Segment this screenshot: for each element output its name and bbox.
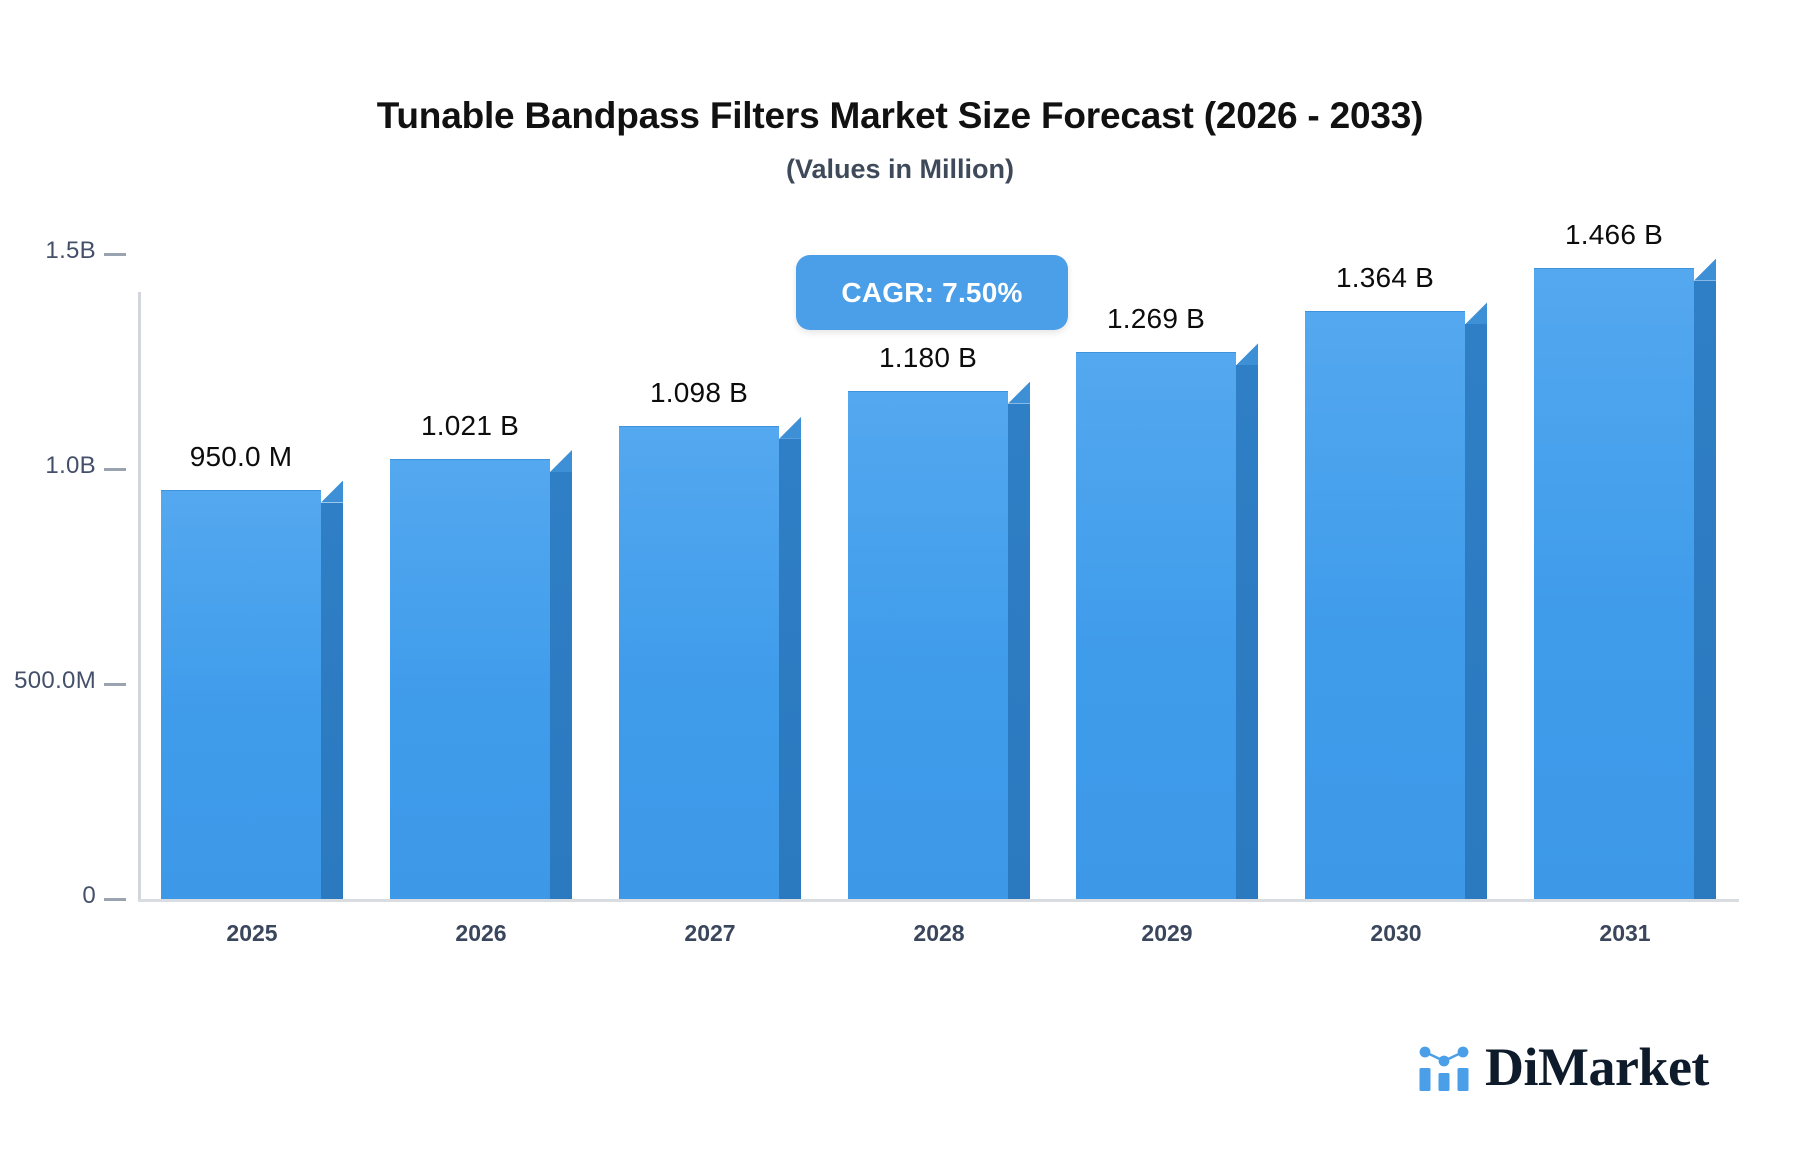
bar-chart-dots-icon — [1419, 1046, 1469, 1091]
bar-value-label: 1.021 B — [421, 409, 519, 441]
x-axis-category-label: 2029 — [1141, 920, 1193, 946]
page-title: Tunable Bandpass Filters Market Size For… — [376, 95, 1424, 136]
chart-subtitle: (Values in Million) — [785, 153, 1015, 184]
y-axis-line — [138, 292, 141, 902]
bar-value-label: 1.180 B — [879, 341, 977, 373]
bar-3d-side — [779, 438, 801, 899]
x-axis-category-label: 2031 — [1599, 920, 1651, 946]
bar-3d-top — [1236, 343, 1258, 366]
x-axis-category-label: 2028 — [913, 920, 965, 946]
chart-header: Tunable Bandpass Filters Market Size For… — [0, 95, 1800, 184]
bar-value-label: 1.364 B — [1336, 262, 1434, 294]
bar-front-face — [1534, 267, 1694, 899]
bar-3d-body — [1305, 302, 1487, 899]
x-axis-category-label: 2030 — [1370, 920, 1422, 946]
bar-3d-body — [1534, 258, 1716, 899]
cagr-badge-label: CAGR: 7.50% — [841, 276, 1023, 308]
bar-3d-body — [619, 416, 801, 899]
y-axis-tick-label: 500.0M — [14, 667, 96, 694]
bar-3d-body — [848, 381, 1030, 899]
bar-value-label: 1.098 B — [650, 376, 748, 408]
brand-logo-text: DiMarket — [1485, 1037, 1709, 1097]
bar-3d-side — [1008, 403, 1030, 899]
bar-column[interactable]: 1.364 B 2030 — [1305, 0, 1487, 1156]
y-axis-tick-mark — [104, 683, 126, 686]
y-axis-tick-mark — [104, 253, 126, 256]
bar-column[interactable]: 1.269 B 2029 — [1076, 0, 1258, 1156]
bar-3d-side — [1694, 280, 1716, 899]
y-axis-tick-label: 1.5B — [45, 237, 96, 264]
bar-column[interactable]: 1.098 B 2027 — [619, 0, 801, 1156]
bar-value-label: 1.466 B — [1565, 218, 1663, 250]
bar-column[interactable]: 950.0 M 2025 — [161, 0, 343, 1156]
bar-3d-top — [1694, 258, 1716, 281]
bar-3d-side — [1236, 365, 1258, 899]
y-axis-tick-label: 0 — [82, 882, 96, 909]
bar-3d-body — [1076, 343, 1258, 899]
bar-column[interactable]: 1.021 B 2026 — [390, 0, 572, 1156]
bar-front-face — [619, 425, 779, 899]
bar-front-face — [1076, 352, 1236, 899]
cagr-badge: CAGR: 7.50% — [796, 255, 1068, 330]
bar-3d-body — [390, 449, 572, 899]
bar-front-face — [161, 489, 321, 899]
bar-column[interactable]: 1.466 B 2031 — [1534, 0, 1716, 1156]
bar-value-label: 950.0 M — [189, 440, 293, 472]
bar-3d-side — [321, 502, 343, 899]
bar-front-face — [1305, 311, 1465, 899]
bar-3d-top — [779, 416, 801, 439]
x-axis-category-label: 2026 — [455, 920, 507, 946]
bar-3d-top — [550, 449, 572, 472]
brand-logo: DiMarket — [1417, 1040, 1709, 1094]
bar-value-label: 1.269 B — [1107, 303, 1205, 335]
bar-3d-top — [1008, 381, 1030, 404]
bar-3d-top — [1465, 302, 1487, 325]
y-axis-tick-mark — [104, 898, 126, 901]
x-axis-category-label: 2025 — [226, 920, 278, 946]
y-axis-tick-mark — [104, 468, 126, 471]
x-axis-category-label: 2027 — [684, 920, 736, 946]
x-axis-line — [138, 899, 1739, 902]
bar-3d-side — [1465, 324, 1487, 899]
y-axis-tick-label: 1.0B — [45, 452, 96, 479]
bar-3d-body — [161, 480, 343, 899]
bar-front-face — [390, 458, 550, 899]
bar-3d-side — [550, 471, 572, 899]
bar-front-face — [848, 390, 1008, 899]
bar-3d-top — [321, 480, 343, 503]
bar-column[interactable]: 1.180 B 2028 — [848, 0, 1030, 1156]
